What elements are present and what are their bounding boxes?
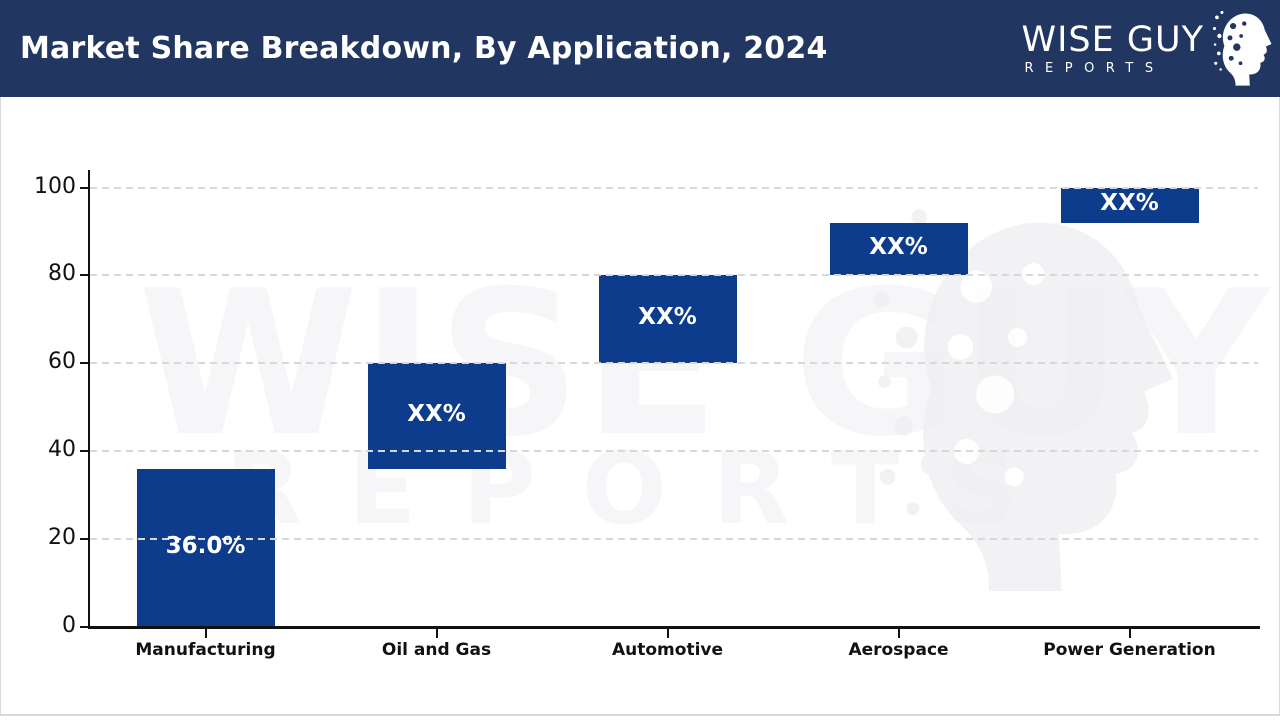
chart-title: Market Share Breakdown, By Application, … — [20, 31, 828, 66]
brand-subname: REPORTS — [1024, 60, 1165, 76]
brand-logo-text: WISE GUY REPORTS — [1021, 22, 1204, 76]
x-axis-label: Power Generation — [1043, 640, 1216, 660]
brand-head-icon — [1212, 10, 1272, 86]
bar-value-label: XX% — [1100, 190, 1159, 217]
x-tick-mark — [435, 629, 438, 638]
page-border-left — [0, 97, 1, 716]
y-tick-label: 40 — [48, 437, 76, 463]
x-axis-label: Oil and Gas — [381, 640, 492, 660]
gridline-60 — [90, 362, 1258, 365]
brand-logo: WISE GUY REPORTS — [1021, 4, 1274, 94]
x-tick-mark — [1128, 629, 1131, 638]
watermark-subtext: REPORTS — [225, 430, 1064, 547]
bar-aerospace — [829, 222, 968, 276]
y-axis-line — [88, 170, 90, 629]
bar-value-label: XX% — [407, 401, 466, 428]
bar-power-generation — [1060, 187, 1199, 223]
y-tick-mark — [80, 186, 89, 189]
bar-value-label: 36.0% — [165, 532, 246, 559]
y-tick-mark — [80, 362, 89, 365]
page-border-bottom — [0, 714, 1280, 716]
x-tick-mark — [897, 629, 900, 638]
gridline-100 — [90, 186, 1258, 189]
bar-value-label: XX% — [638, 304, 697, 331]
x-axis-label: Aerospace — [848, 640, 949, 660]
y-tick-mark — [80, 626, 89, 628]
y-tick-label: 20 — [48, 525, 76, 551]
bar-automotive — [598, 275, 737, 364]
y-tick-mark — [80, 450, 89, 453]
y-tick-label: 0 — [62, 613, 76, 638]
y-tick-label: 80 — [48, 261, 76, 287]
bar-manufacturing — [136, 468, 275, 627]
x-axis-line — [88, 626, 1260, 629]
y-tick-label: 100 — [34, 173, 76, 199]
x-axis-label: Automotive — [611, 640, 724, 660]
x-tick-mark — [666, 629, 669, 638]
gridline-20 — [90, 538, 1258, 541]
gridline-40 — [90, 450, 1258, 453]
x-axis-label: Manufacturing — [135, 640, 276, 660]
brand-name: WISE GUY — [1021, 20, 1204, 61]
x-tick-mark — [204, 629, 207, 638]
y-tick-label: 60 — [48, 349, 76, 375]
y-tick-mark — [80, 274, 89, 277]
gridline-80 — [90, 274, 1258, 277]
y-tick-mark — [80, 538, 89, 541]
header-bar: Market Share Breakdown, By Application, … — [0, 0, 1280, 97]
bar-value-label: XX% — [869, 234, 928, 261]
